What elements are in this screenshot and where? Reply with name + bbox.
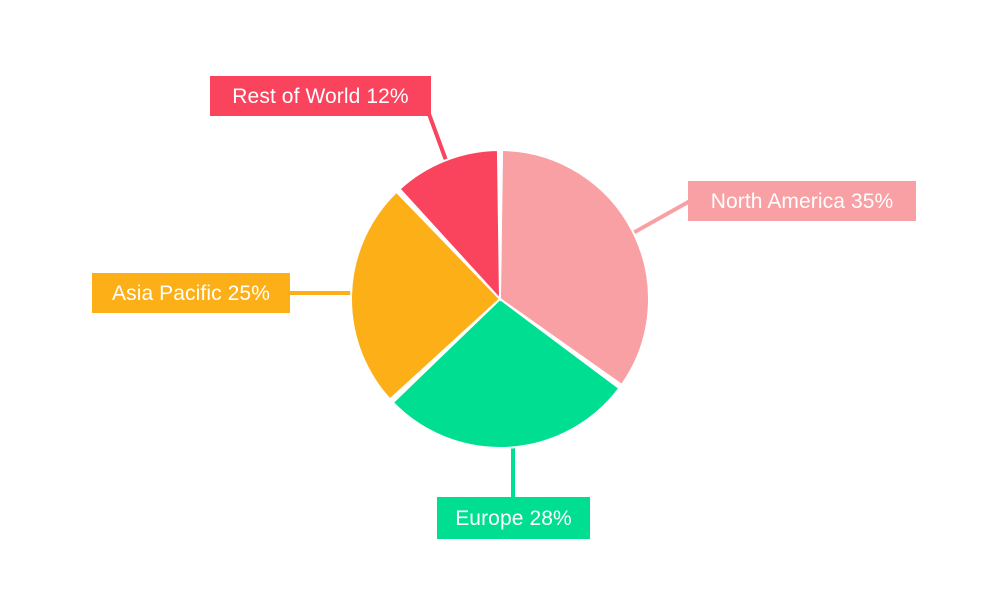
pie-label-europe-text: Europe 28%: [455, 506, 572, 530]
pie-wedges: [350, 148, 650, 449]
leader-lines: [288, 113, 691, 499]
pie-wedge-rest-of-world[interactable]: [398, 148, 502, 302]
pie-label-asia-pacific: Asia Pacific 25%: [92, 273, 290, 313]
leader-line-rest-of-world: [427, 113, 449, 164]
pie-label-europe: Europe 28%: [437, 497, 590, 539]
pie-wedge-europe[interactable]: [391, 297, 621, 449]
pie-label-rest-of-world: Rest of World 12%: [210, 76, 431, 116]
pie-label-north-america-text: North America 35%: [710, 189, 894, 213]
pie-label-rest-of-world-text: Rest of World 12%: [232, 84, 409, 108]
leader-line-north-america: [632, 199, 691, 235]
pie-wedge-north-america[interactable]: [498, 148, 650, 387]
pie-label-north-america: North America 35%: [688, 181, 916, 221]
pie-label-asia-pacific-text: Asia Pacific 25%: [111, 281, 270, 305]
pie-wedge-asia-pacific[interactable]: [350, 190, 502, 401]
